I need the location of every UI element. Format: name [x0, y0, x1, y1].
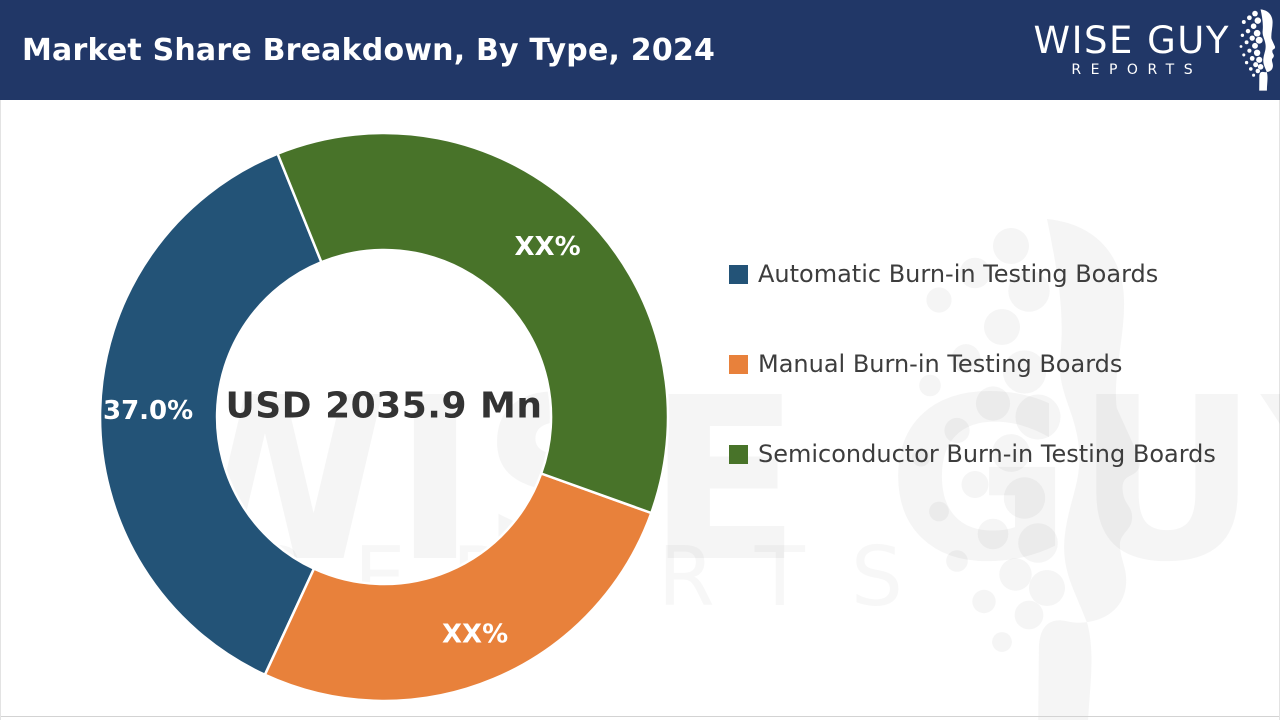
legend-item-3: Semiconductor Burn-in Testing Boards [729, 440, 1216, 468]
chart-legend: Automatic Burn-in Testing Boards Manual B… [729, 260, 1216, 468]
pie-slice-label-3: XX% [515, 232, 581, 262]
pie-slice-1 [98, 152, 323, 677]
pie-slice-2 [263, 472, 653, 703]
logo-tagline: REPORTS [1071, 61, 1203, 78]
legend-label: Automatic Burn-in Testing Boards [758, 260, 1159, 288]
header-bar: Market Share Breakdown, By Type, 2024 WI… [0, 0, 1280, 100]
legend-swatch-icon [729, 444, 748, 464]
legend-item-2: Manual Burn-in Testing Boards [729, 350, 1216, 378]
legend-label: Manual Burn-in Testing Boards [758, 350, 1123, 378]
pie-slice-label-2: XX% [442, 620, 508, 650]
logo-text: WISE GUY REPORTS [1033, 19, 1230, 78]
pie-slice-label-1: 37.0% [103, 396, 193, 426]
logo-head-icon [1234, 8, 1276, 92]
chart-area: WISE GUY REPORTS 37.0%XX%XX% USD 2035.9 … [0, 100, 1280, 720]
legend-swatch-icon [729, 354, 748, 374]
chart-center-value: USD 2035.9 Mn [225, 385, 543, 427]
pie-slice-3 [276, 131, 670, 515]
donut-chart: 37.0% XX% XX% [98, 131, 670, 703]
legend-swatch-icon [729, 264, 748, 284]
page-title: Market Share Breakdown, By Type, 2024 [22, 32, 716, 68]
logo-wordmark: WISE GUY [1033, 19, 1230, 63]
logo: WISE GUY REPORTS [1034, 8, 1280, 92]
legend-label: Semiconductor Burn-in Testing Boards [758, 440, 1216, 468]
legend-item-1: Automatic Burn-in Testing Boards [729, 260, 1216, 288]
